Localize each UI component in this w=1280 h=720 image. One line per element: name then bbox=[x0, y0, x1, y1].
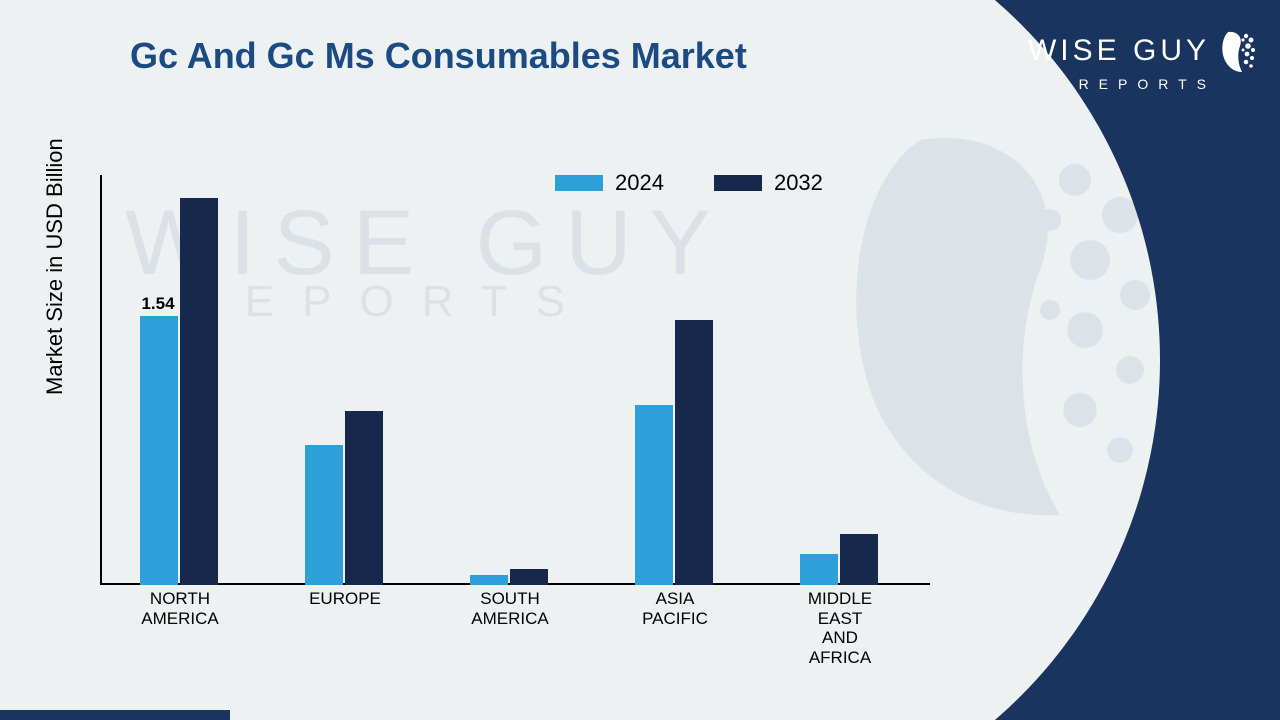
x-axis-category-label: MIDDLEEASTANDAFRICA bbox=[770, 585, 910, 667]
legend-item-2032: 2032 bbox=[714, 170, 823, 196]
bar-2024 bbox=[470, 575, 508, 585]
bar-2032 bbox=[180, 198, 218, 585]
bar-2032 bbox=[510, 569, 548, 585]
brand-head-icon bbox=[1218, 28, 1258, 74]
bar-2032 bbox=[840, 534, 878, 585]
chart-canvas: WISE GUY REPORTS Gc And Gc Ms Consumable… bbox=[0, 0, 1280, 720]
legend-swatch-2032 bbox=[714, 175, 762, 191]
brand-logo: WISE GUY REPORTS bbox=[1028, 28, 1258, 92]
bar-2032 bbox=[675, 320, 713, 585]
x-axis-category-label: EUROPE bbox=[275, 585, 415, 609]
chart-title: Gc And Gc Ms Consumables Market bbox=[130, 35, 747, 77]
x-axis-category-label: ASIAPACIFIC bbox=[605, 585, 745, 628]
legend-item-2024: 2024 bbox=[555, 170, 664, 196]
legend-label-2024: 2024 bbox=[615, 170, 664, 196]
y-axis-title: Market Size in USD Billion bbox=[42, 138, 68, 395]
x-axis-category-label: NORTHAMERICA bbox=[110, 585, 250, 628]
brand-name-line2: REPORTS bbox=[1028, 76, 1258, 92]
plot-area: 1.54NORTHAMERICAEUROPESOUTHAMERICAASIAPA… bbox=[100, 175, 930, 585]
bar-2024 bbox=[140, 316, 178, 585]
bottom-accent-bar bbox=[0, 710, 230, 720]
bar-2032 bbox=[345, 411, 383, 585]
legend: 2024 2032 bbox=[555, 170, 823, 196]
bar-2024 bbox=[800, 554, 838, 585]
brand-name-line1: WISE GUY bbox=[1028, 36, 1210, 66]
bar-2024 bbox=[305, 445, 343, 585]
y-axis-line bbox=[100, 175, 102, 585]
legend-swatch-2024 bbox=[555, 175, 603, 191]
legend-label-2032: 2032 bbox=[774, 170, 823, 196]
bar-2024 bbox=[635, 405, 673, 585]
x-axis-category-label: SOUTHAMERICA bbox=[440, 585, 580, 628]
